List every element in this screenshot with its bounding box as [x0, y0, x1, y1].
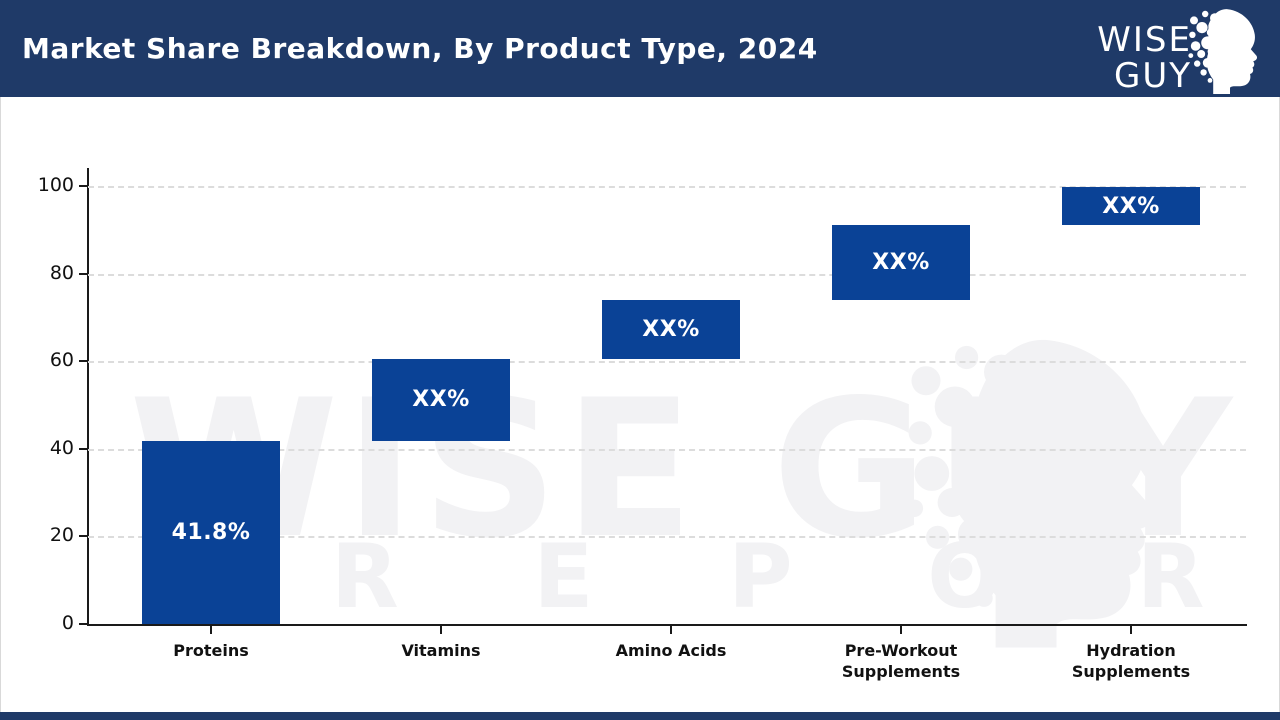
- x-axis-label-proteins: Proteins: [101, 640, 321, 661]
- x-axis-label-pre-workout-supplements: Pre-Workout Supplements: [791, 640, 1011, 682]
- x-axis-label-line1: Proteins: [173, 641, 249, 660]
- x-tick-mark: [440, 626, 442, 634]
- gridline-80: [88, 273, 1246, 276]
- x-axis-label-line2: Supplements: [1071, 662, 1191, 681]
- x-tick-mark: [670, 626, 672, 634]
- bar-proteins: 41.8%: [142, 440, 280, 624]
- footer-bar: [0, 712, 1280, 720]
- x-axis-label-line1: Pre-Workout: [844, 641, 958, 660]
- y-tick-mark: [79, 535, 87, 538]
- x-axis-label-line1: Hydration: [1086, 641, 1176, 660]
- x-axis-line: [87, 624, 1247, 626]
- gridline-60: [88, 361, 1246, 364]
- x-tick-mark: [900, 626, 902, 634]
- x-axis-label-line2: Supplements: [841, 662, 961, 681]
- x-tick-mark: [1130, 626, 1132, 634]
- bar-vitamins: XX%: [372, 358, 510, 441]
- y-tick-mark: [79, 447, 87, 450]
- gridline-20: [88, 536, 1246, 539]
- bar-amino-acids: XX%: [602, 299, 740, 359]
- y-tick-label: 20: [49, 524, 74, 547]
- y-tick-mark: [79, 272, 87, 275]
- bar-value-label: XX%: [1102, 193, 1160, 219]
- x-axis-label-line1: Vitamins: [401, 641, 481, 660]
- y-axis-line: [87, 168, 89, 626]
- x-axis-label-vitamins: Vitamins: [331, 640, 551, 661]
- y-tick-mark: [79, 360, 87, 363]
- y-tick-label: 60: [49, 349, 74, 372]
- y-tick-label: 80: [49, 261, 74, 284]
- wise-guy-head-icon: [1188, 9, 1258, 94]
- page-title: Market Share Breakdown, By Product Type,…: [22, 32, 818, 65]
- brand-name: WISE GUY: [1097, 20, 1192, 96]
- x-axis-label-amino-acids: Amino Acids: [561, 640, 781, 661]
- y-tick-label: 0: [61, 612, 74, 634]
- y-tick-mark: [79, 185, 87, 187]
- bar-hydration-supplements: XX%: [1062, 186, 1200, 226]
- x-axis-label-line1: Amino Acids: [615, 641, 727, 660]
- y-tick-label: 40: [49, 436, 74, 459]
- bar-value-label: XX%: [642, 316, 700, 342]
- bar-value-label: 41.8%: [171, 519, 251, 545]
- y-tick-mark: [79, 623, 87, 625]
- y-tick-label: 100: [37, 174, 74, 196]
- gridline-40: [88, 448, 1246, 451]
- x-tick-mark: [210, 626, 212, 634]
- x-axis-label-hydration-supplements: Hydration Supplements: [1021, 640, 1241, 682]
- bar-pre-workout-supplements: XX%: [832, 225, 970, 300]
- gridline-100: [88, 186, 1246, 188]
- bar-value-label: XX%: [412, 387, 470, 413]
- bar-value-label: XX%: [872, 250, 930, 276]
